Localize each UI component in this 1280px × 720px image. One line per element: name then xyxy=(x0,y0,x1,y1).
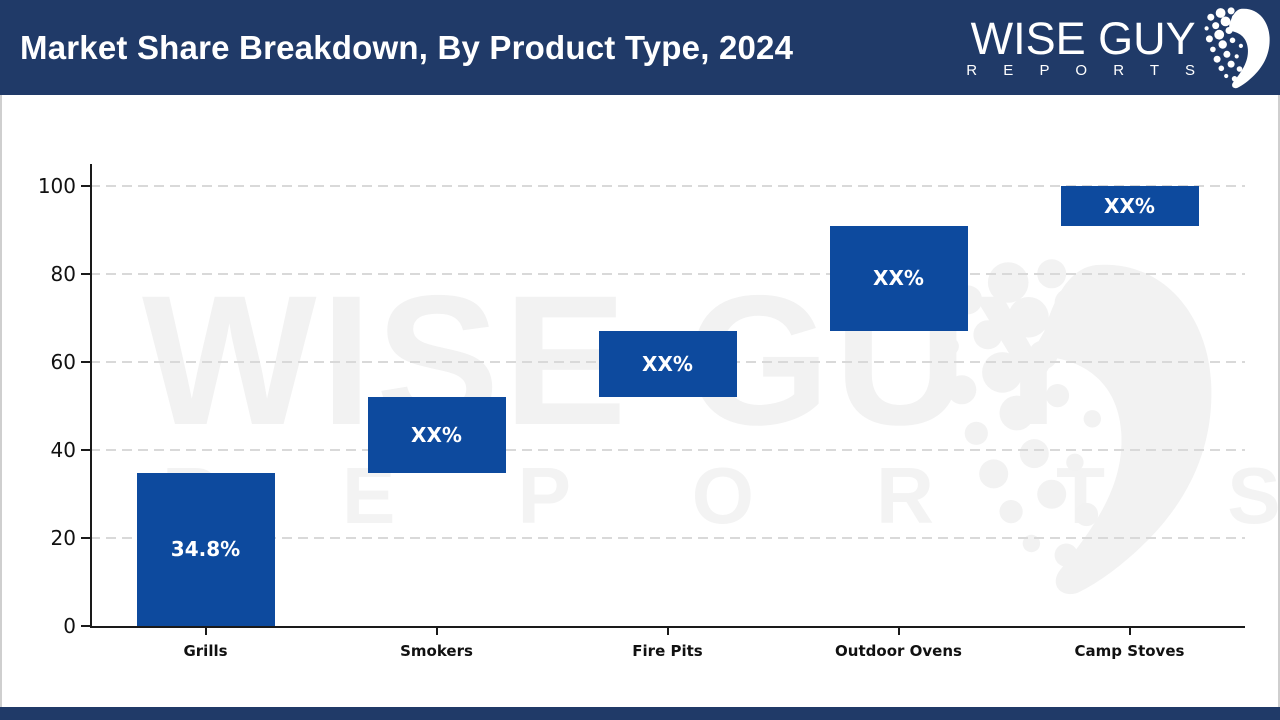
y-tick-label: 20 xyxy=(50,526,76,550)
y-tick-mark xyxy=(81,625,90,627)
bar-value-label: XX% xyxy=(642,352,693,377)
bar-smokers: XX% xyxy=(367,397,506,473)
bar-value-label: XX% xyxy=(873,266,924,291)
logo-subtitle: R E P O R T S xyxy=(966,61,1206,79)
y-gridline xyxy=(90,449,1245,451)
bar-outdoor-ovens: XX% xyxy=(829,225,968,332)
y-gridline xyxy=(90,185,1245,187)
x-tick-mark xyxy=(666,628,669,635)
page-title: Market Share Breakdown, By Product Type,… xyxy=(20,28,794,66)
face-profile-icon xyxy=(1200,6,1272,90)
bar-value-label: XX% xyxy=(411,423,462,448)
x-tick-label-fire-pits: Fire Pits xyxy=(632,642,703,660)
x-tick-mark xyxy=(435,628,438,635)
x-tick-label-smokers: Smokers xyxy=(400,642,473,660)
y-tick-mark xyxy=(81,273,90,275)
y-gridline xyxy=(90,537,1245,539)
wise-guy-logo: WISE GUY R E P O R T S xyxy=(960,6,1280,90)
y-tick-label: 60 xyxy=(50,350,76,374)
y-tick-mark xyxy=(81,361,90,363)
x-tick-mark xyxy=(897,628,900,635)
x-tick-label-grills: Grills xyxy=(183,642,228,660)
chart-area: WISE GUY R E P O R T S 0 20 40 60 80 100 34.8%… xyxy=(0,95,1280,707)
bar-value-label: XX% xyxy=(1104,193,1155,218)
logo-wordmark: WISE GUY xyxy=(970,12,1196,64)
x-tick-mark xyxy=(204,628,207,635)
y-tick-label: 0 xyxy=(63,614,76,638)
x-axis-line xyxy=(90,626,1245,628)
bar-value-label: 34.8% xyxy=(170,537,241,562)
y-tick-mark xyxy=(81,185,90,187)
header-bar: Market Share Breakdown, By Product Type,… xyxy=(0,0,1280,95)
x-tick-mark xyxy=(1128,628,1131,635)
bar-grills: 34.8% xyxy=(136,472,275,626)
logo-text: WISE GUY R E P O R T S xyxy=(960,12,1206,79)
bar-camp-stoves: XX% xyxy=(1060,186,1199,226)
waterfall-chart: 0 20 40 60 80 100 34.8% Grills XX% Smokers XX% Fire… xyxy=(2,95,1278,707)
y-tick-label: 40 xyxy=(50,438,76,462)
footer-bar xyxy=(0,707,1280,720)
y-tick-label: 80 xyxy=(50,262,76,286)
y-gridline xyxy=(90,273,1245,275)
y-tick-label: 100 xyxy=(37,174,76,198)
bar-fire-pits: XX% xyxy=(598,331,737,398)
y-tick-mark xyxy=(81,449,90,451)
x-tick-label-camp-stoves: Camp Stoves xyxy=(1074,642,1185,660)
y-tick-mark xyxy=(81,537,90,539)
y-axis-line xyxy=(90,164,92,628)
x-tick-label-outdoor-ovens: Outdoor Ovens xyxy=(835,642,962,660)
